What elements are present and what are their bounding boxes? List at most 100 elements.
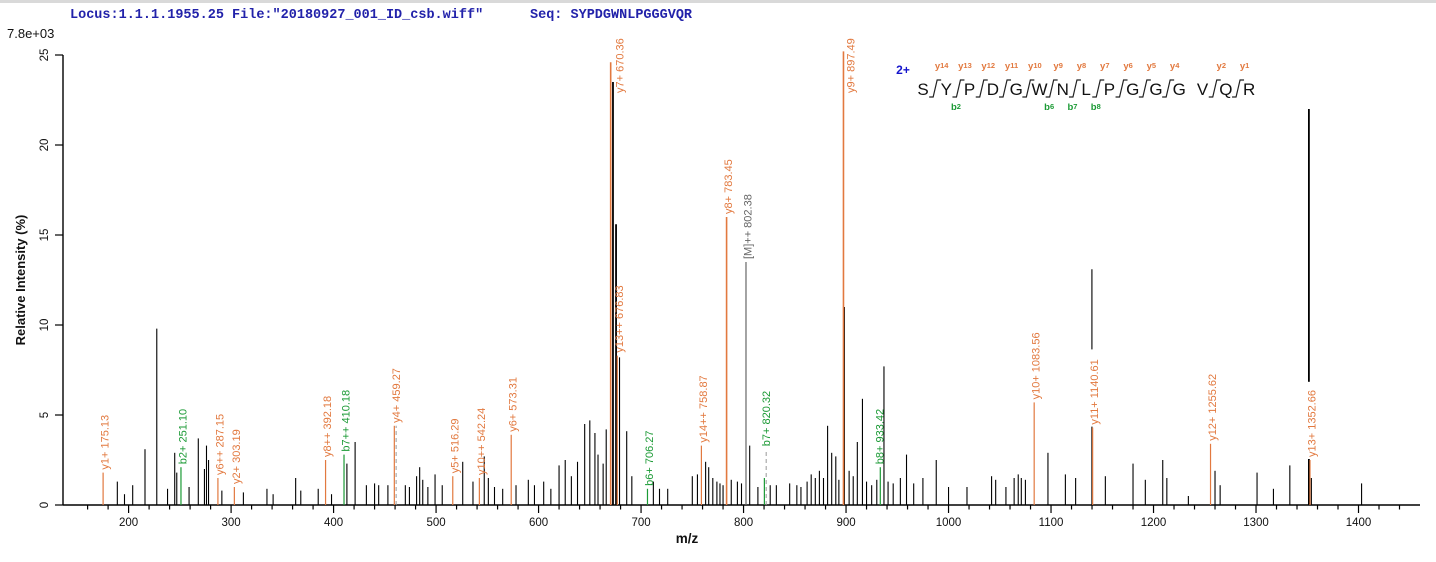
peak-label: [M]++ 802.38 [742, 194, 754, 259]
locus-file-label: Locus:1.1.1.1955.25 File:"20180927_001_I… [70, 8, 484, 23]
y-ion-label: y2 [1217, 61, 1226, 72]
peak-label: y12+ 1255.62 [1207, 374, 1219, 441]
fragmentation-mark [1045, 79, 1058, 98]
peak-label: y6+ 573.31 [508, 377, 520, 432]
residue-letter: G [1010, 80, 1023, 99]
x-tick-label: 1000 [936, 517, 962, 529]
residue-letter: D [987, 80, 999, 99]
y-ion-label: y6 [1123, 61, 1132, 72]
y-tick-label: 5 [39, 412, 51, 418]
peak-label: y1+ 175.13 [100, 415, 112, 470]
peak-label: b7+ 820.32 [761, 391, 773, 446]
x-tick-label: 1100 [1039, 517, 1064, 529]
y-ion-label: y14 [935, 61, 949, 72]
peak-label: y13+ 1352.66 [1306, 390, 1318, 457]
fragmentation-mark [1162, 79, 1175, 98]
fragmentation-mark [1022, 79, 1035, 98]
residue-letter: G [1149, 80, 1162, 99]
y-ion-label: y8 [1077, 61, 1086, 72]
precursor-charge-label: 2+ [896, 63, 910, 77]
fragmentation-mark [1138, 79, 1151, 98]
y-ion-label: y13 [958, 61, 972, 72]
peak-label: y8+ 783.45 [723, 159, 735, 214]
peak-label: y13++ 676.83 [614, 285, 626, 352]
residue-letter: L [1081, 80, 1090, 99]
axes: 200 300 400 500 600 700 800 900 1000 1100 1200 1300… [13, 49, 1420, 546]
label-backdrop [1305, 381, 1319, 459]
sequence-label: Seq: SYPDGWNLPGGGVQR [530, 8, 693, 23]
y-ion-label: y5 [1147, 61, 1156, 72]
y-tick-label: 25 [39, 49, 51, 62]
x-tick-label: 400 [324, 517, 343, 529]
y-ion-label: y7 [1100, 61, 1109, 72]
intensity-scale-note: 7.8e+03 [7, 26, 55, 41]
x-tick-label: 900 [836, 517, 855, 529]
window-edge-strip [0, 0, 1436, 3]
x-tick-label: 1300 [1243, 517, 1269, 529]
peak-label: y11+ 1140.61 [1089, 359, 1101, 424]
y-tick-label: 10 [39, 319, 51, 332]
fragmentation-mark [1068, 79, 1081, 98]
peak-label: y14++ 758.87 [698, 375, 710, 442]
x-tick-label: 200 [119, 517, 138, 529]
y-ion-label: y1 [1240, 61, 1249, 72]
y-ion-label: y9 [1053, 61, 1062, 72]
y-ion-label: y12 [981, 61, 995, 72]
y-tick-label: 0 [39, 502, 51, 508]
b-ion-label: b6 [1044, 102, 1054, 113]
fragmentation-mark [929, 79, 942, 98]
residue-letter: V [1197, 80, 1209, 99]
y-tick-label: 15 [39, 229, 51, 242]
fragmentation-mark [999, 79, 1012, 98]
residue-letter: R [1243, 80, 1255, 99]
y-tick-label: 20 [39, 139, 51, 152]
y-ion-label: y4 [1170, 61, 1180, 72]
peak-label: y2+ 303.19 [231, 429, 243, 484]
label-backdrop [1088, 349, 1102, 427]
residue-letter: W [1031, 80, 1047, 99]
fragmentation-mark [1115, 79, 1128, 98]
peak-label: b8+ 933.42 [874, 409, 886, 464]
peak-label: y7+ 670.36 [615, 38, 627, 93]
header: Locus:1.1.1.1955.25 File:"20180927_001_I… [0, 8, 1436, 28]
peak-label: y5+ 516.29 [449, 418, 461, 473]
residue-letter: N [1057, 80, 1069, 99]
peak-label: y6++ 287.15 [214, 414, 226, 475]
x-tick-label: 600 [529, 517, 548, 529]
y-axis-title: Relative Intensity (%) [13, 215, 28, 346]
x-tick-label: 1200 [1141, 517, 1167, 529]
residue-letter: G [1126, 80, 1139, 99]
b-ion-label: b2 [951, 102, 961, 113]
peak-label: y10++ 542.24 [476, 408, 488, 475]
fragmentation-mark [975, 79, 988, 98]
x-tick-label: 700 [631, 517, 650, 529]
fragmentation-mark [1092, 79, 1105, 98]
fragmentation-mark [1208, 79, 1221, 98]
y-ion-label: y10 [1028, 61, 1042, 72]
x-axis-title: m/z [676, 531, 699, 546]
x-tick-label: 800 [734, 517, 753, 529]
b-ion-label: b8 [1091, 102, 1101, 113]
x-tick-label: 500 [426, 517, 445, 529]
residue-letter: Q [1219, 80, 1232, 99]
residue-letter: P [1104, 80, 1115, 99]
peak-label: b6+ 706.27 [644, 430, 656, 485]
peak-label: b7++ 410.18 [341, 390, 353, 452]
peak-label: y10+ 1083.56 [1031, 332, 1043, 399]
y-ion-label: y11 [1005, 61, 1018, 72]
x-tick-label: 300 [221, 517, 240, 529]
residue-letter: Y [941, 80, 952, 99]
fragmentation-mark [952, 79, 965, 98]
peak-label: b2+ 251.10 [177, 409, 189, 464]
residue-letter: P [964, 80, 975, 99]
peak-label: y4+ 459.27 [391, 368, 403, 423]
peak-label: y9+ 897.49 [845, 38, 857, 93]
residue-letter: S [917, 80, 928, 99]
peak-label: y8++ 392.18 [322, 396, 334, 457]
x-tick-label: 1400 [1346, 517, 1372, 529]
b-ion-label: b7 [1067, 102, 1077, 113]
fragmentation-mark [1232, 79, 1245, 98]
